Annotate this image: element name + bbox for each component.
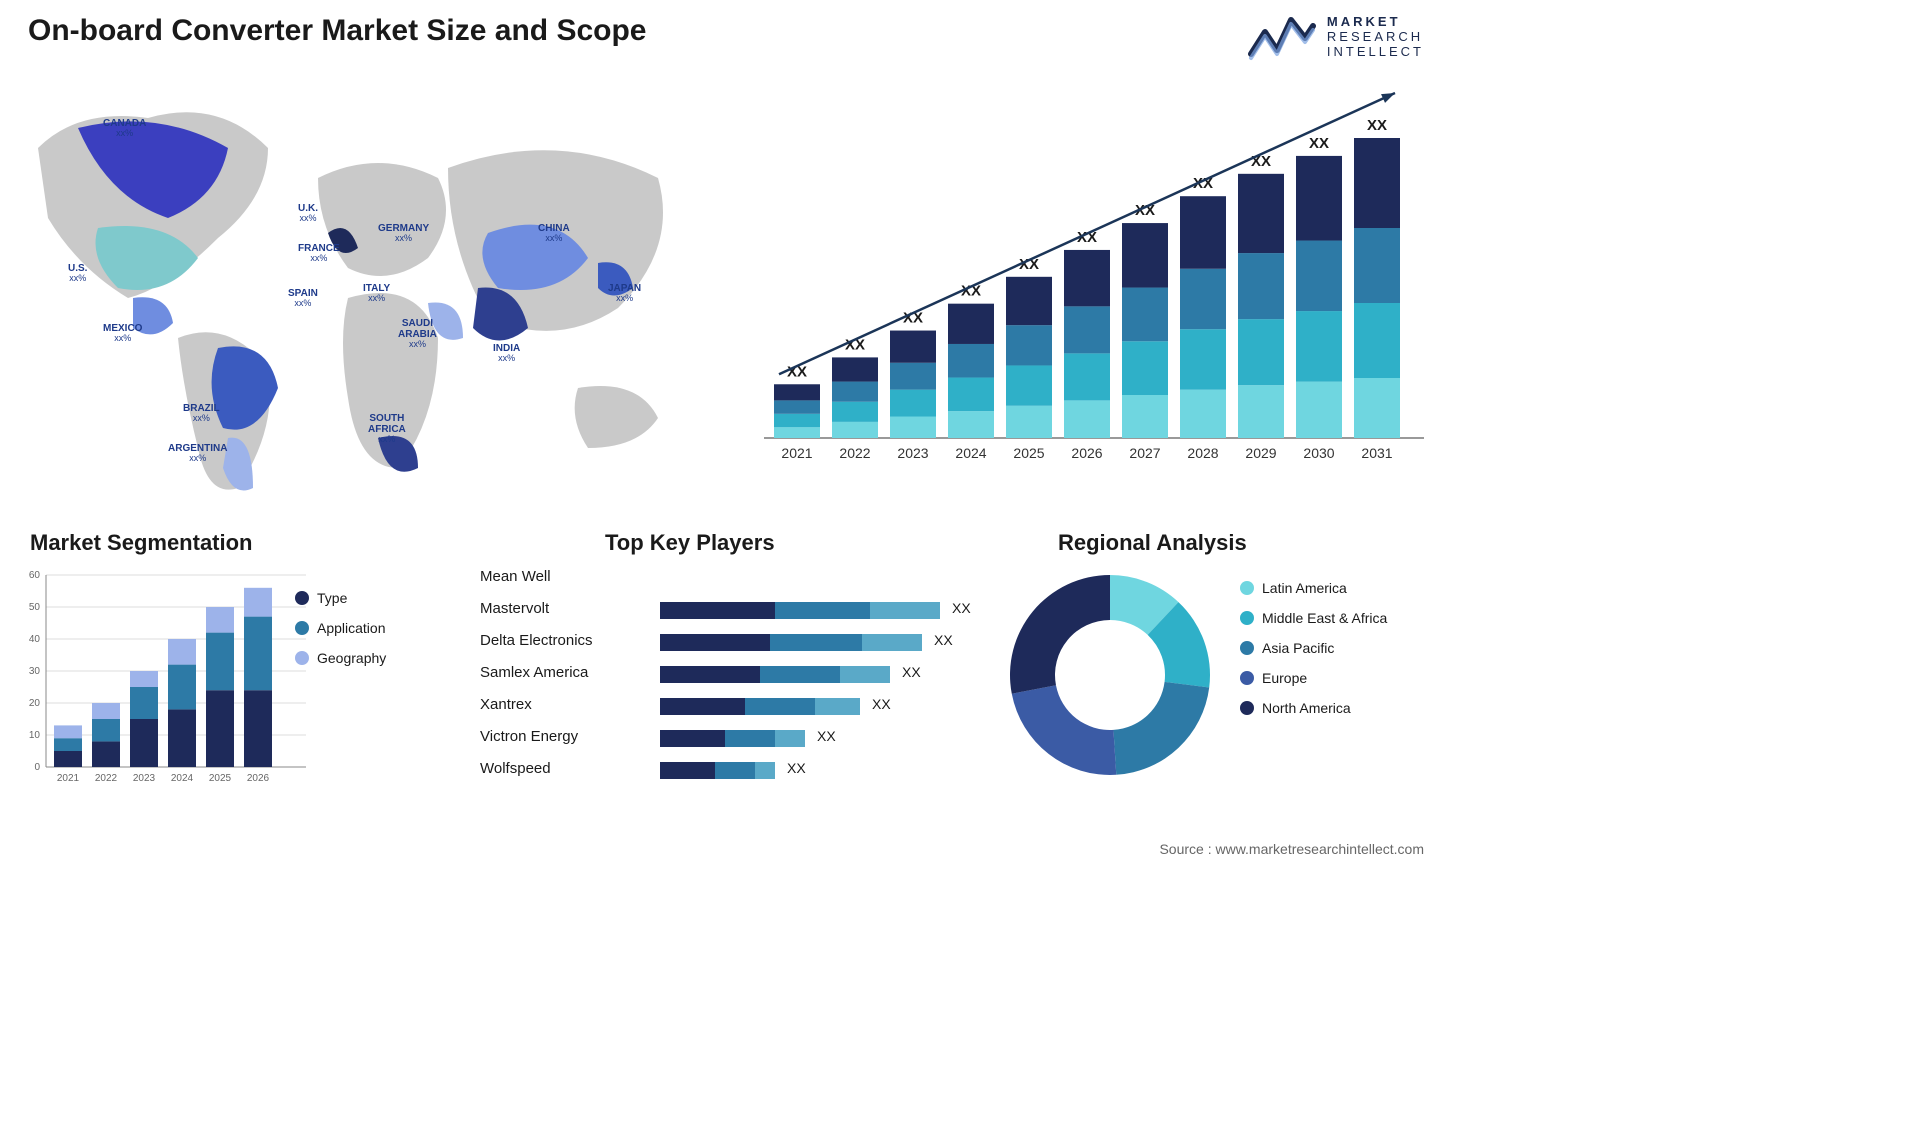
svg-text:0: 0 (34, 762, 40, 773)
map-label: INDIAxx% (493, 343, 520, 364)
map-label: BRAZILxx% (183, 403, 220, 424)
map-label: U.S.xx% (68, 263, 87, 284)
map-label: CANADAxx% (103, 118, 146, 139)
player-label: Xantrex (480, 696, 645, 713)
player-label: Mastervolt (480, 600, 645, 617)
section-title-players: Top Key Players (605, 530, 775, 556)
player-bar-seg (760, 666, 840, 683)
player-bar-seg (770, 634, 862, 651)
player-bar-seg (862, 634, 922, 651)
map-label: ITALYxx% (363, 283, 390, 304)
player-bar-seg (715, 762, 755, 779)
source-attribution: Source : www.marketresearchintellect.com (1159, 841, 1424, 857)
player-bar-seg (660, 602, 775, 619)
svg-text:2029: 2029 (1245, 445, 1276, 461)
svg-text:2023: 2023 (133, 773, 156, 784)
svg-text:2021: 2021 (57, 773, 80, 784)
svg-text:2025: 2025 (209, 773, 232, 784)
map-label: SAUDIARABIAxx% (398, 318, 437, 350)
segmentation-legend: Type Application Geography (295, 590, 386, 680)
svg-text:2026: 2026 (1071, 445, 1102, 461)
map-label: JAPANxx% (608, 283, 641, 304)
player-bar-seg (660, 666, 760, 683)
regional-legend: Latin America Middle East & Africa Asia Pa… (1240, 580, 1387, 730)
svg-text:2021: 2021 (781, 445, 812, 461)
svg-text:2023: 2023 (897, 445, 928, 461)
player-bar-seg (815, 698, 860, 715)
svg-text:2022: 2022 (95, 773, 118, 784)
player-value: XX (952, 600, 971, 616)
svg-text:2028: 2028 (1187, 445, 1218, 461)
legend-item: Asia Pacific (1240, 640, 1387, 656)
legend-item: North America (1240, 700, 1387, 716)
logo-text-1: MARKET (1327, 15, 1424, 28)
section-title-regional: Regional Analysis (1058, 530, 1247, 556)
trend-chart: XX2021XX2022XX2023XX2024XX2025XX2026XX20… (764, 88, 1424, 468)
world-map: CANADAxx% U.S.xx% MEXICOxx% BRAZILxx% ARGENT… (18, 88, 718, 508)
player-value: XX (817, 728, 836, 744)
svg-text:20: 20 (29, 698, 41, 709)
svg-text:XX: XX (1309, 135, 1329, 152)
svg-text:2031: 2031 (1361, 445, 1392, 461)
page-title: On-board Converter Market Size and Scope (28, 14, 646, 48)
player-bar-seg (660, 634, 770, 651)
player-value: XX (934, 632, 953, 648)
map-label: CHINAxx% (538, 223, 570, 244)
legend-item: Geography (295, 650, 386, 666)
svg-text:2024: 2024 (955, 445, 986, 461)
svg-text:2022: 2022 (839, 445, 870, 461)
legend-item: Latin America (1240, 580, 1387, 596)
player-bar-seg (660, 730, 725, 747)
map-label: SPAINxx% (288, 288, 318, 309)
player-bar-seg (725, 730, 775, 747)
map-label: GERMANYxx% (378, 223, 429, 244)
svg-text:60: 60 (29, 570, 41, 581)
player-value: XX (787, 760, 806, 776)
map-label: U.K.xx% (298, 203, 318, 224)
player-bar-seg (755, 762, 775, 779)
player-label: Mean Well (480, 568, 645, 585)
players-chart: Mean Well Mastervolt XX Delta Electronics XX… (480, 562, 990, 802)
map-label: FRANCExx% (298, 243, 340, 264)
map-label: MEXICOxx% (103, 323, 142, 344)
logo-mark-icon (1247, 10, 1317, 62)
player-bar-seg (745, 698, 815, 715)
player-bar-seg (775, 602, 870, 619)
legend-item: Europe (1240, 670, 1387, 686)
svg-text:10: 10 (29, 730, 41, 741)
logo-text-2: RESEARCH (1327, 30, 1424, 43)
regional-donut (1000, 565, 1220, 785)
map-label: ARGENTINAxx% (168, 443, 227, 464)
brand-logo: MARKET RESEARCH INTELLECT (1247, 10, 1424, 62)
player-value: XX (872, 696, 891, 712)
player-label: Victron Energy (480, 728, 645, 745)
player-label: Wolfspeed (480, 760, 645, 777)
svg-text:50: 50 (29, 602, 41, 613)
logo-text-3: INTELLECT (1327, 45, 1424, 58)
player-label: Delta Electronics (480, 632, 645, 649)
section-title-segmentation: Market Segmentation (30, 530, 253, 556)
svg-text:2025: 2025 (1013, 445, 1044, 461)
player-bar-seg (660, 762, 715, 779)
svg-text:30: 30 (29, 666, 41, 677)
player-bar-seg (775, 730, 805, 747)
legend-item: Middle East & Africa (1240, 610, 1387, 626)
player-bar-seg (660, 698, 745, 715)
segmentation-chart: 0 10 20 30 40 50 60 2021 2022 2023 2024 2025 2026 (18, 565, 458, 800)
player-value: XX (902, 664, 921, 680)
svg-text:2030: 2030 (1303, 445, 1334, 461)
map-label: SOUTHAFRICAxx% (368, 413, 406, 445)
player-bar-seg (870, 602, 940, 619)
player-label: Samlex America (480, 664, 645, 681)
legend-item: Type (295, 590, 386, 606)
svg-text:40: 40 (29, 634, 41, 645)
svg-text:2024: 2024 (171, 773, 194, 784)
svg-text:2027: 2027 (1129, 445, 1160, 461)
player-bar-seg (840, 666, 890, 683)
svg-text:XX: XX (1367, 117, 1387, 134)
legend-item: Application (295, 620, 386, 636)
svg-text:2026: 2026 (247, 773, 270, 784)
